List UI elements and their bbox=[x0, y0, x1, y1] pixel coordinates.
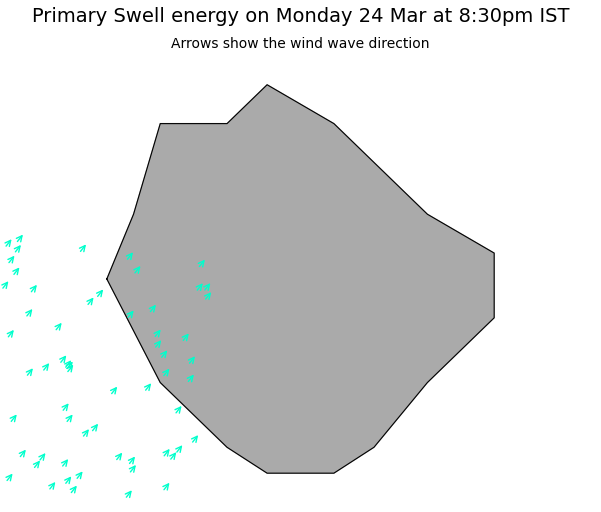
Text: Primary Swell energy on Monday 24 Mar at 8:30pm IST: Primary Swell energy on Monday 24 Mar at… bbox=[32, 7, 569, 26]
Polygon shape bbox=[107, 85, 494, 473]
Text: Arrows show the wind wave direction: Arrows show the wind wave direction bbox=[171, 37, 430, 51]
